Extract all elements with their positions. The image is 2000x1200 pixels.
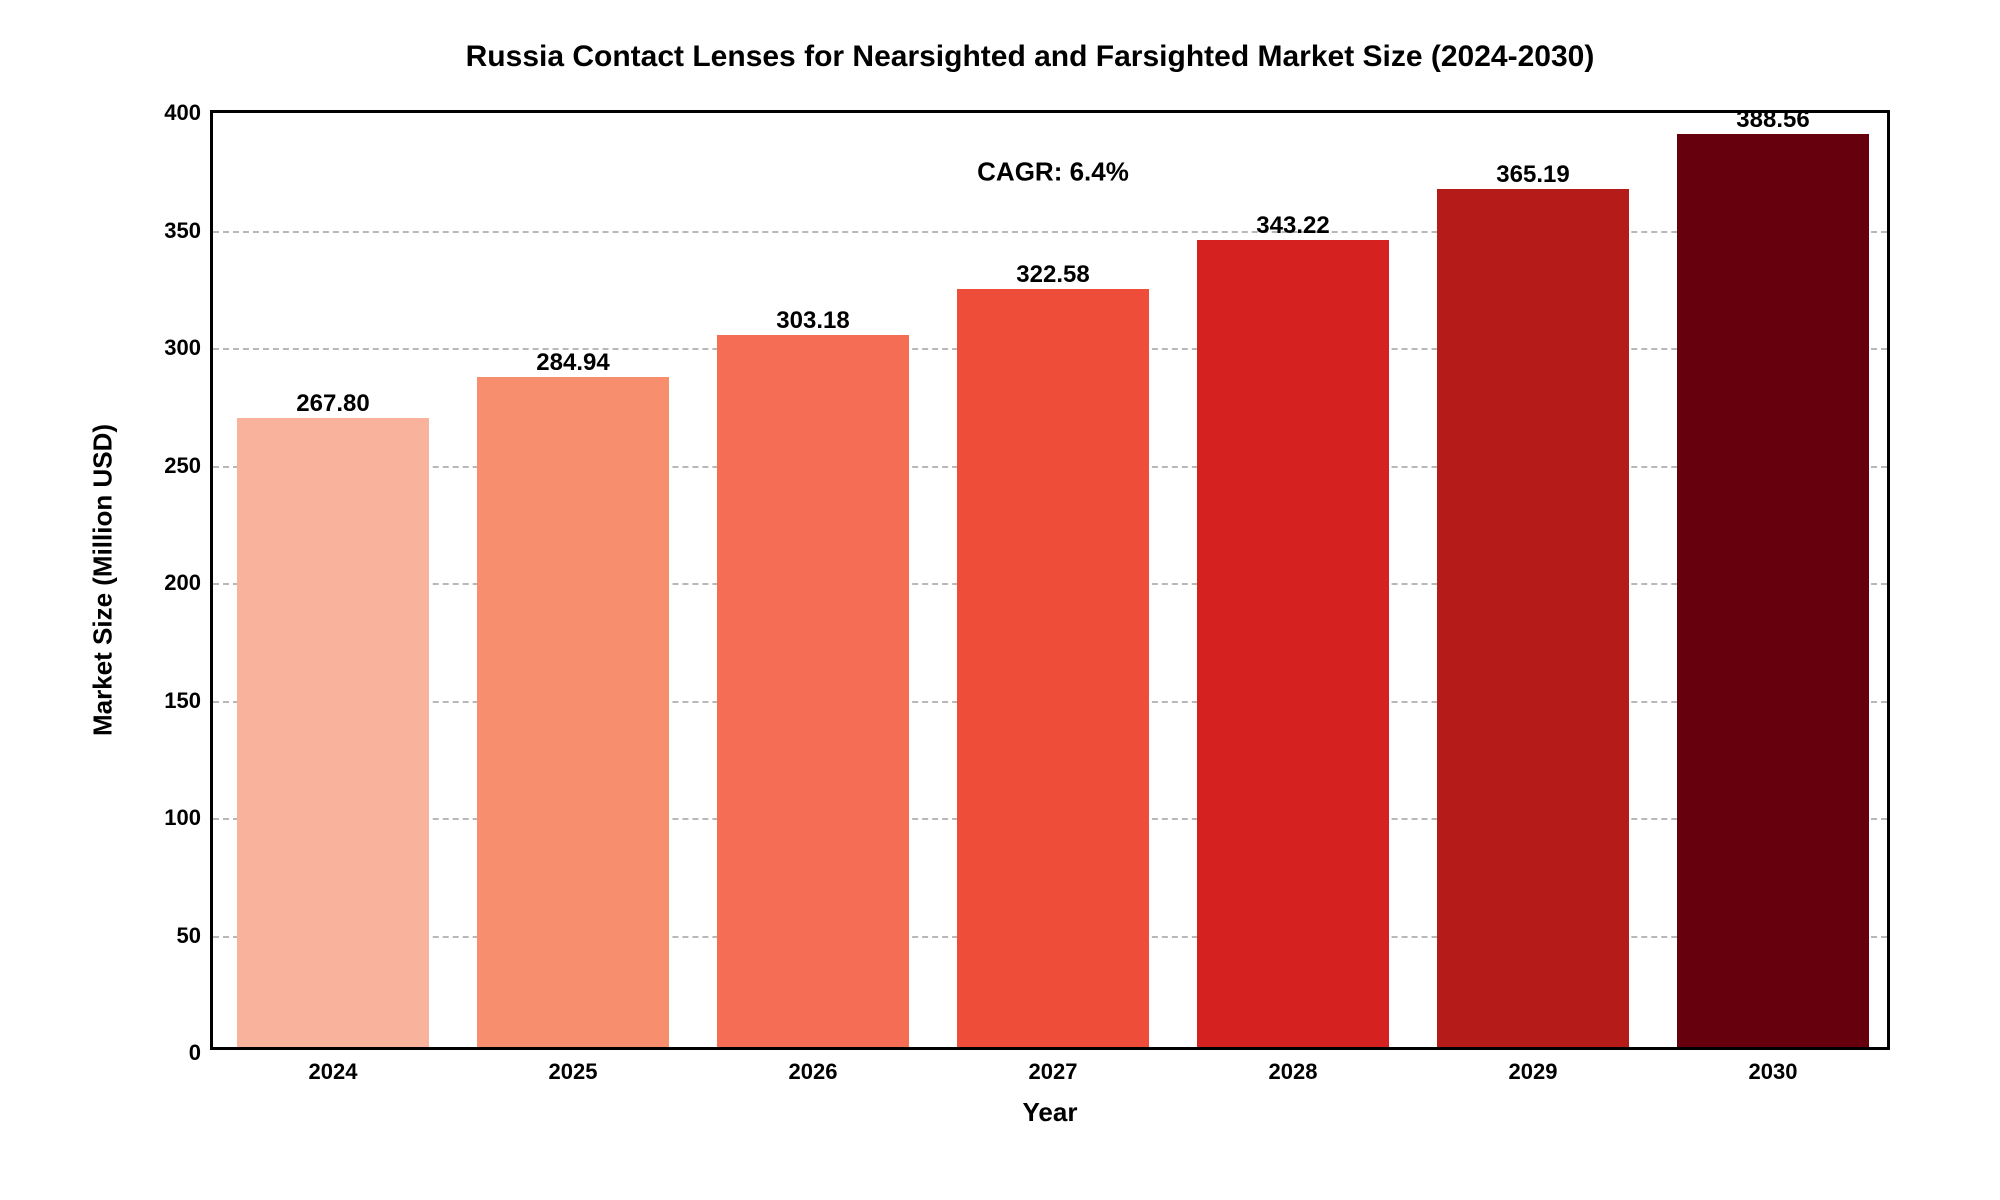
y-tick-label: 50 xyxy=(177,923,213,949)
y-tick-label: 150 xyxy=(164,688,213,714)
x-tick-label: 2027 xyxy=(1029,1047,1078,1085)
y-tick-label: 100 xyxy=(164,805,213,831)
x-tick-label: 2026 xyxy=(789,1047,838,1085)
y-tick-label: 300 xyxy=(164,335,213,361)
y-axis-label: Market Size (Million USD) xyxy=(88,424,119,736)
x-tick-label: 2024 xyxy=(309,1047,358,1085)
bar xyxy=(237,418,429,1047)
bar xyxy=(1677,134,1869,1047)
bar-value-label: 388.56 xyxy=(1736,106,1809,140)
bar xyxy=(717,335,909,1047)
bar-value-label: 365.19 xyxy=(1496,161,1569,195)
cagr-annotation: CAGR: 6.4% xyxy=(977,156,1129,187)
y-tick-label: 400 xyxy=(164,100,213,126)
plot-area: Market Size (Million USD) Year CAGR: 6.4… xyxy=(210,110,1890,1050)
x-tick-label: 2028 xyxy=(1269,1047,1318,1085)
x-tick-label: 2025 xyxy=(549,1047,598,1085)
gridline xyxy=(213,231,1887,233)
bar xyxy=(477,377,669,1047)
bar-value-label: 284.94 xyxy=(536,349,609,383)
x-axis-label: Year xyxy=(1023,1097,1078,1128)
chart-container: Russia Contact Lenses for Nearsighted an… xyxy=(150,40,1910,1160)
x-tick-label: 2029 xyxy=(1509,1047,1558,1085)
x-tick-label: 2030 xyxy=(1749,1047,1798,1085)
y-tick-label: 0 xyxy=(189,1040,213,1066)
bar xyxy=(957,289,1149,1047)
bar-value-label: 267.80 xyxy=(296,390,369,424)
chart-title: Russia Contact Lenses for Nearsighted an… xyxy=(150,40,1910,74)
y-tick-label: 350 xyxy=(164,218,213,244)
y-tick-label: 200 xyxy=(164,570,213,596)
y-tick-label: 250 xyxy=(164,453,213,479)
bar xyxy=(1197,240,1389,1047)
bar-value-label: 343.22 xyxy=(1256,212,1329,246)
bar-value-label: 322.58 xyxy=(1016,261,1089,295)
bar-value-label: 303.18 xyxy=(776,307,849,341)
bar xyxy=(1437,189,1629,1047)
